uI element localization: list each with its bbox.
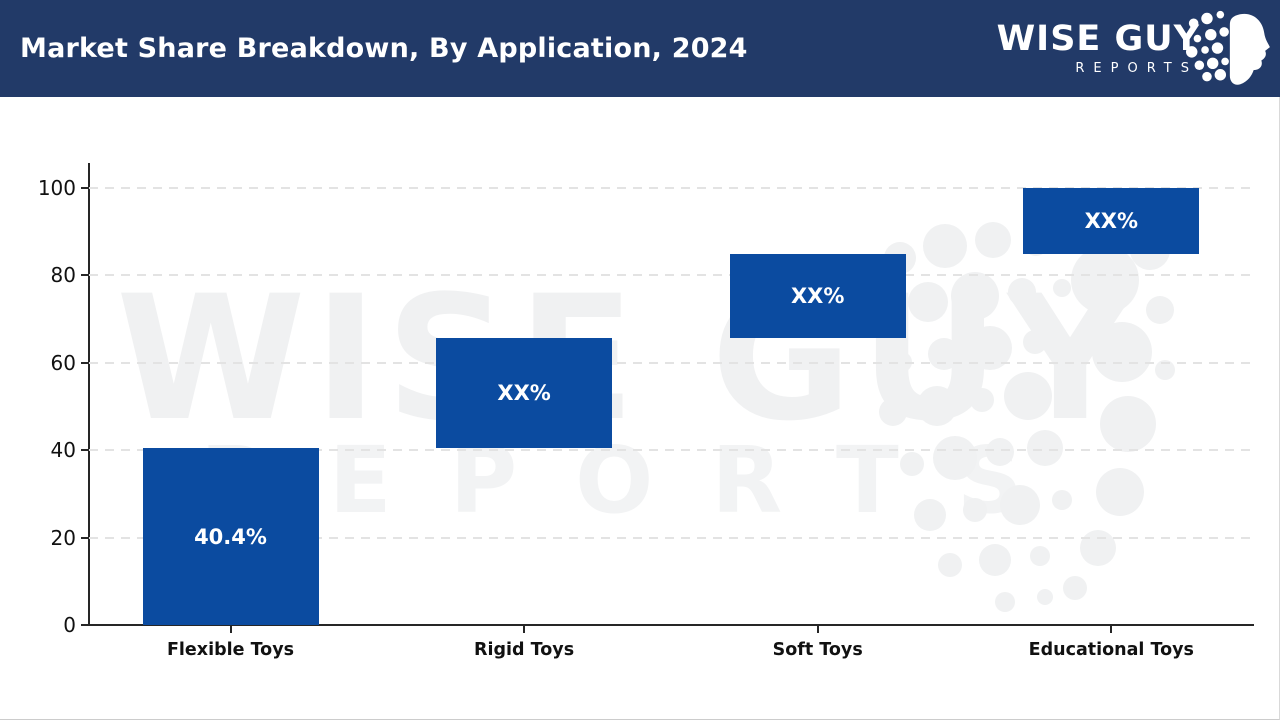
x-tick-label: Rigid Toys — [474, 640, 575, 660]
y-axis-line — [88, 163, 90, 626]
bar-value-label: XX% — [497, 380, 551, 405]
plot-area: WISE GUY REPORTS 0 20 40 60 80 100 40 — [0, 97, 1280, 720]
x-axis-line — [88, 624, 1254, 626]
x-tick-mark — [523, 626, 526, 633]
bar-value-label: XX% — [790, 283, 845, 308]
x-tick-label: Soft Toys — [772, 640, 863, 660]
y-tick-label: 100 — [37, 175, 76, 200]
bar-value-label: XX% — [1084, 208, 1139, 233]
y-tick-label: 20 — [50, 525, 76, 550]
y-tick-label: 80 — [50, 263, 76, 287]
x-tick-mark — [816, 626, 819, 633]
brand-subname: REPORTS — [1075, 60, 1198, 76]
dotted-face-icon — [1186, 10, 1270, 85]
gridline-60 — [89, 361, 1253, 364]
y-tick-mark — [81, 536, 88, 539]
y-tick-label: 40 — [50, 438, 76, 462]
bar-educational-toys[interactable]: XX% — [1023, 187, 1200, 254]
gridline-80 — [89, 274, 1253, 276]
brand-logo: WISE GUY REPORTS — [997, 8, 1280, 90]
y-tick-mark — [81, 361, 88, 364]
x-tick-label: Flexible Toys — [166, 640, 295, 660]
bar-flexible-toys[interactable]: 40.4% — [142, 448, 319, 625]
chart-title: Market Share Breakdown, By Application, … — [20, 33, 748, 64]
bar-value-label: 40.4% — [194, 524, 267, 549]
header: Market Share Breakdown, By Application, … — [0, 0, 1280, 97]
gridline-100 — [89, 186, 1253, 189]
brand-logo-text: WISE GUY REPORTS — [996, 18, 1200, 76]
y-tick-mark — [81, 449, 88, 451]
x-tick-mark — [1110, 626, 1113, 633]
x-tick-label: Educational Toys — [1028, 640, 1194, 660]
bar-rigid-toys[interactable]: XX% — [436, 337, 613, 449]
y-tick-mark — [81, 624, 88, 626]
y-tick-label: 0 — [63, 613, 76, 637]
x-tick-mark — [229, 626, 232, 633]
y-tick-label: 60 — [50, 350, 76, 375]
y-tick-mark — [81, 274, 88, 276]
bar-soft-toys[interactable]: XX% — [729, 253, 906, 338]
gridline-20 — [89, 536, 1253, 539]
gridline-40 — [89, 449, 1253, 451]
y-tick-mark — [81, 186, 88, 189]
brand-name: WISE GUY — [996, 18, 1200, 59]
